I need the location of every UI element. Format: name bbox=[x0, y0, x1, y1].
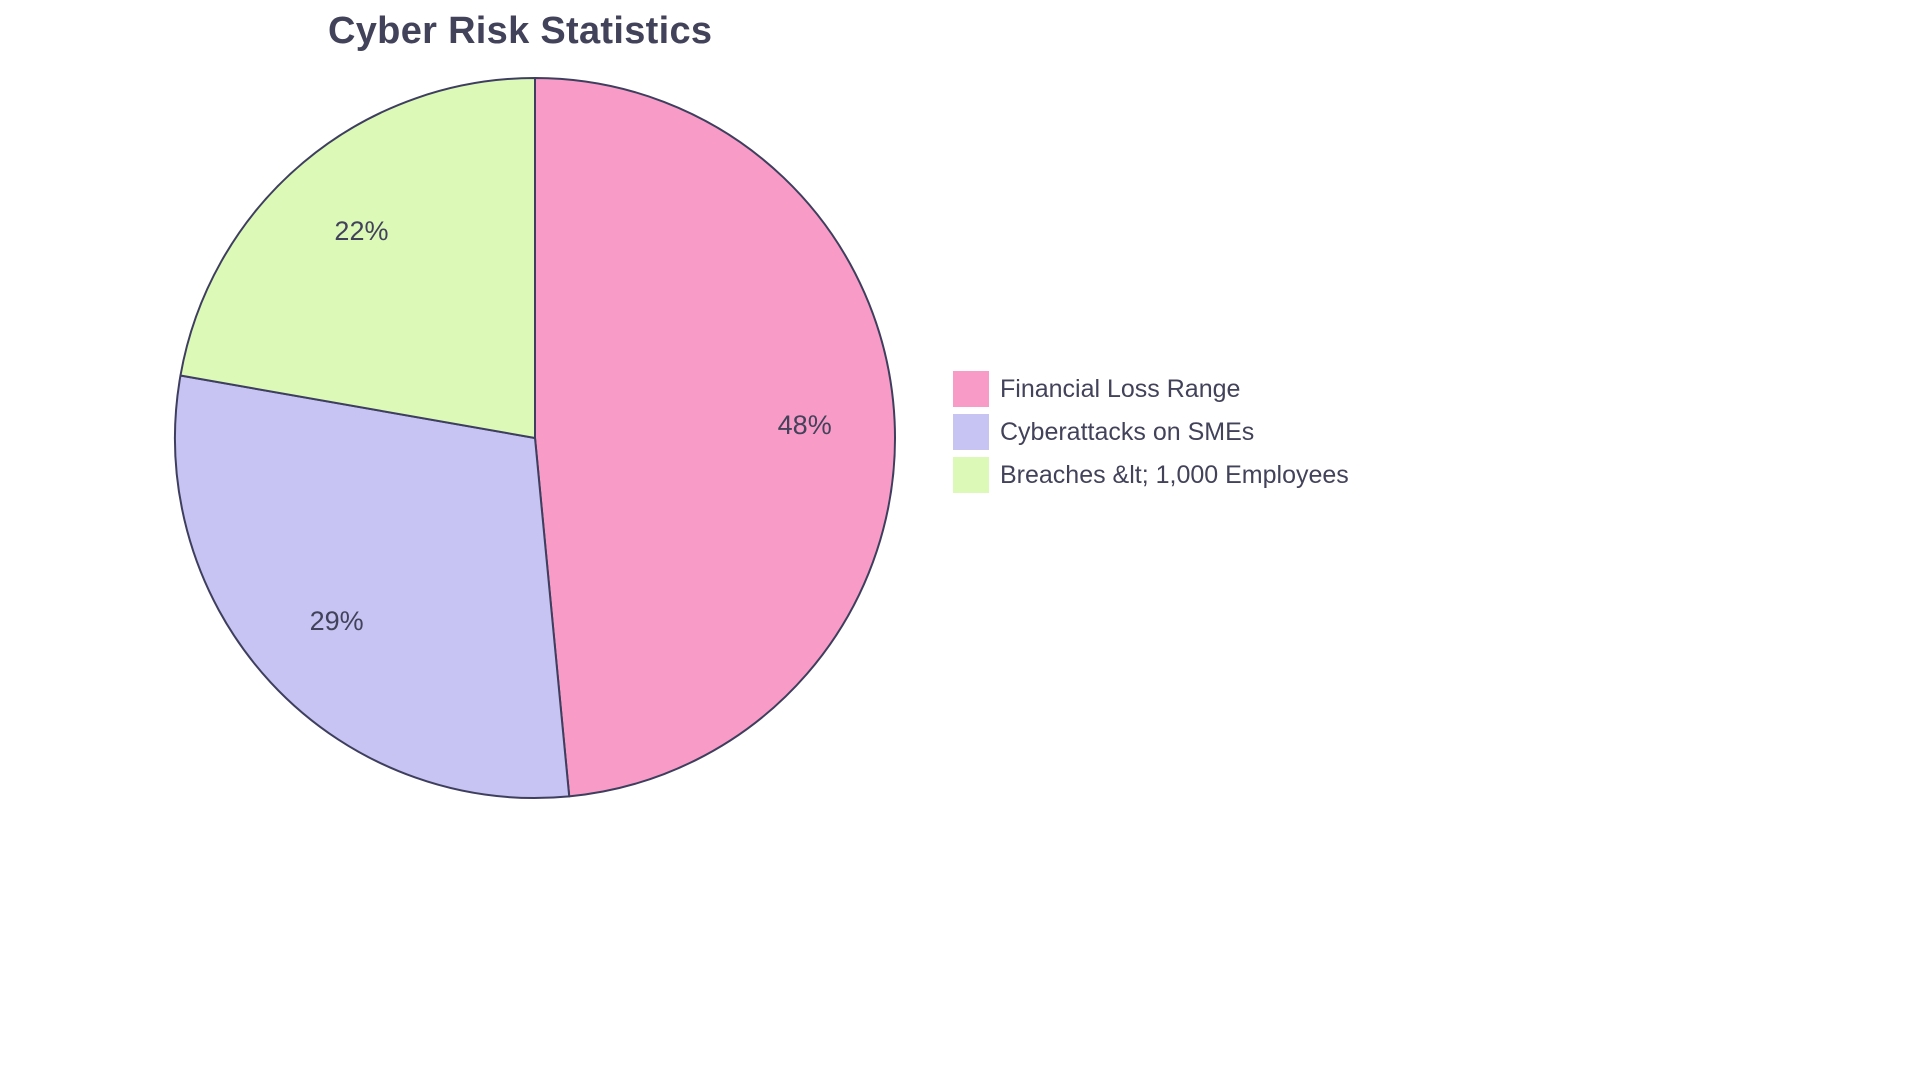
pie-slice-0 bbox=[534, 77, 896, 798]
pie-slice-percent-label-0: 48% bbox=[778, 410, 832, 440]
legend-item-financial-loss-range[interactable]: Financial Loss Range bbox=[953, 371, 1349, 407]
legend-label-cyberattacks-on-smes: Cyberattacks on SMEs bbox=[1000, 417, 1255, 446]
pie-slice-1 bbox=[174, 374, 571, 799]
legend-swatch-breaches-lt-1000-employees bbox=[953, 457, 989, 493]
legend-label-financial-loss-range: Financial Loss Range bbox=[1000, 374, 1241, 403]
legend: Financial Loss Range Cyberattacks on SME… bbox=[953, 371, 1349, 493]
legend-label-breaches-lt-1000-employees: Breaches &lt; 1,000 Employees bbox=[1000, 460, 1349, 489]
legend-item-cyberattacks-on-smes[interactable]: Cyberattacks on SMEs bbox=[953, 414, 1349, 450]
pie-slice-2 bbox=[179, 77, 536, 439]
chart-title: Cyber Risk Statistics bbox=[328, 10, 713, 52]
pie-slice-percent-label-2: 22% bbox=[334, 216, 388, 246]
pie-slice-percent-label-1: 29% bbox=[310, 606, 364, 636]
legend-item-breaches-lt-1000-employees[interactable]: Breaches &lt; 1,000 Employees bbox=[953, 457, 1349, 493]
legend-swatch-cyberattacks-on-smes bbox=[953, 414, 989, 450]
legend-swatch-financial-loss-range bbox=[953, 371, 989, 407]
